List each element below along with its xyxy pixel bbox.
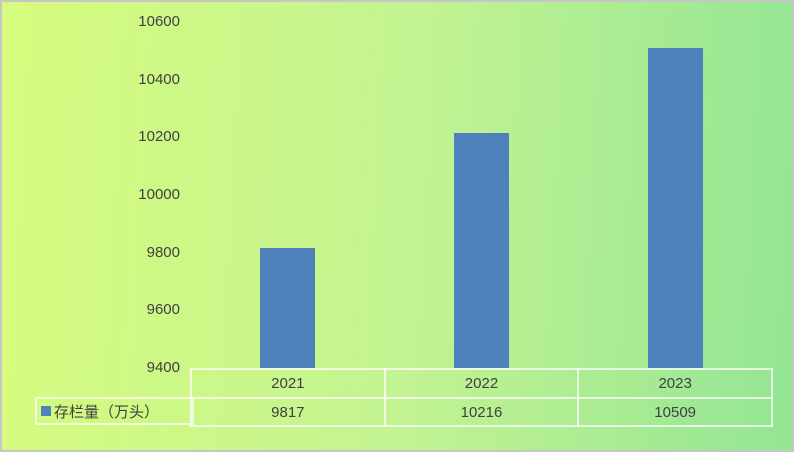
legend-cell: 存栏量（万头）	[35, 397, 194, 425]
y-tick-label: 9600	[146, 301, 180, 319]
table-cell-year: 2023	[577, 368, 773, 399]
bar-2021	[259, 247, 315, 368]
y-tick-label: 9400	[146, 359, 180, 376]
table-cell-value: 9817	[190, 397, 386, 427]
legend-label: 存栏量（万头）	[54, 403, 160, 421]
table-cell-year: 2021	[190, 368, 386, 399]
table-cell-year: 2022	[383, 368, 580, 399]
table-cell-value: 10216	[383, 397, 580, 427]
y-tick-label: 10000	[138, 186, 180, 203]
table-row-years: 2021 2022 2023	[190, 368, 773, 399]
y-tick-label: 10200	[138, 128, 180, 146]
table-cell-value: 10509	[577, 397, 773, 427]
bar-2023	[648, 48, 704, 368]
table-row-values: 9817 10216 10509	[190, 397, 773, 427]
y-tick-label: 9800	[146, 243, 180, 261]
legend-marker-icon	[41, 406, 51, 416]
bar-2022	[454, 132, 509, 368]
data-table: 2021 2022 2023 9817 10216 10509	[190, 368, 773, 427]
y-tick-label: 10600	[138, 13, 180, 30]
y-tick-label: 10400	[138, 70, 180, 88]
